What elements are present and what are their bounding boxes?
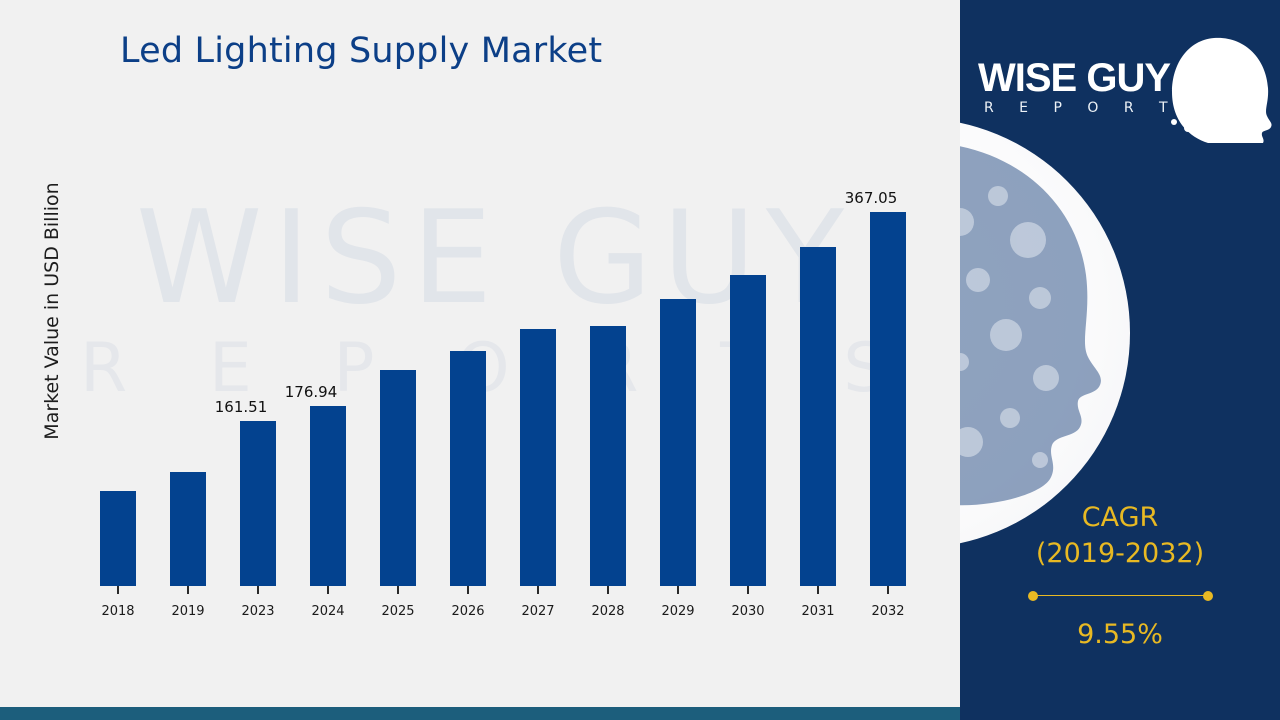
logo-head-icon <box>1171 37 1272 143</box>
bar-value-label: 176.94 <box>284 383 338 401</box>
x-axis-label: 2032 <box>871 604 905 619</box>
x-axis-tick <box>187 586 189 594</box>
bar <box>800 247 836 586</box>
bar-group: 2029 <box>643 120 713 619</box>
bar <box>170 472 206 586</box>
x-axis-label: 2024 <box>311 604 345 619</box>
x-axis-tick <box>607 586 609 594</box>
page-title: Led Lighting Supply Market <box>120 31 603 71</box>
bar-group: 2026 <box>433 120 503 619</box>
x-axis-tick <box>817 586 819 594</box>
bar-group: 2031 <box>783 120 853 619</box>
decorative-dot-cluster <box>960 186 1059 468</box>
bar <box>660 299 696 586</box>
x-axis-label: 2028 <box>591 604 625 619</box>
x-axis-tick <box>397 586 399 594</box>
bottom-accent-strip <box>0 707 960 720</box>
bar <box>590 326 626 586</box>
bar-group: 2018 <box>83 120 153 619</box>
bar <box>380 370 416 586</box>
logo-tagline: R E P O R T S <box>984 100 1213 116</box>
head-silhouette-icon <box>960 146 1101 506</box>
bar <box>240 421 276 586</box>
y-axis-label: Market Value in USD Billion <box>41 182 63 440</box>
x-axis-tick <box>467 586 469 594</box>
x-axis-label: 2019 <box>171 604 205 619</box>
plot-region: 2018 2019 161.51 2023 176.94 2024 2025 2026 2027… <box>70 120 906 619</box>
cagr-title: CAGR <box>1081 502 1159 533</box>
x-axis-label: 2026 <box>451 604 485 619</box>
bar <box>520 329 556 586</box>
x-axis-tick <box>327 586 329 594</box>
x-axis-tick <box>257 586 259 594</box>
logo-wordmark: WISE GUY <box>978 56 1171 100</box>
divider-line <box>1032 594 1208 597</box>
bar-group: 161.51 2023 <box>215 120 293 619</box>
cagr-divider <box>1027 590 1213 601</box>
bar <box>450 351 486 586</box>
bar-group: 2025 <box>363 120 433 619</box>
x-axis-label: 2030 <box>731 604 765 619</box>
bar <box>730 275 766 586</box>
bar-group: 2028 <box>573 120 643 619</box>
brand-logo: WISE GUY R E P O R T S <box>972 30 1272 143</box>
cagr-value: 9.55% <box>1077 618 1163 650</box>
x-axis-label: 2025 <box>381 604 415 619</box>
x-axis-tick <box>117 586 119 594</box>
x-axis-label: 2018 <box>101 604 135 619</box>
divider-dot-right <box>1202 590 1213 601</box>
bar-value-label: 161.51 <box>214 398 268 416</box>
x-axis-tick <box>747 586 749 594</box>
bar-group: 176.94 2024 <box>285 120 363 619</box>
bar <box>100 491 136 586</box>
x-axis-tick <box>537 586 539 594</box>
bar-value-label: 367.05 <box>844 189 898 207</box>
bar-group: 2019 <box>153 120 223 619</box>
x-axis-tick <box>887 586 889 594</box>
x-axis-label: 2027 <box>521 604 555 619</box>
chart-area: Led Lighting Supply Market WISE GUY R E … <box>41 31 906 619</box>
x-axis-tick <box>677 586 679 594</box>
x-axis-label: 2023 <box>241 604 275 619</box>
bar <box>310 406 346 586</box>
brand-panel: WISE GUY R E P O R T S CAGR (2019-2032) <box>960 0 1280 720</box>
x-axis-label: 2029 <box>661 604 695 619</box>
bar-group: 2030 <box>713 120 783 619</box>
x-axis-label: 2031 <box>801 604 835 619</box>
bar-group: 367.05 2032 <box>845 120 923 619</box>
cagr-block: CAGR (2019-2032) 9.55% <box>960 500 1280 650</box>
bar <box>870 212 906 586</box>
cagr-range: (2019-2032) <box>1035 538 1205 570</box>
bar-group: 2027 <box>503 120 573 619</box>
